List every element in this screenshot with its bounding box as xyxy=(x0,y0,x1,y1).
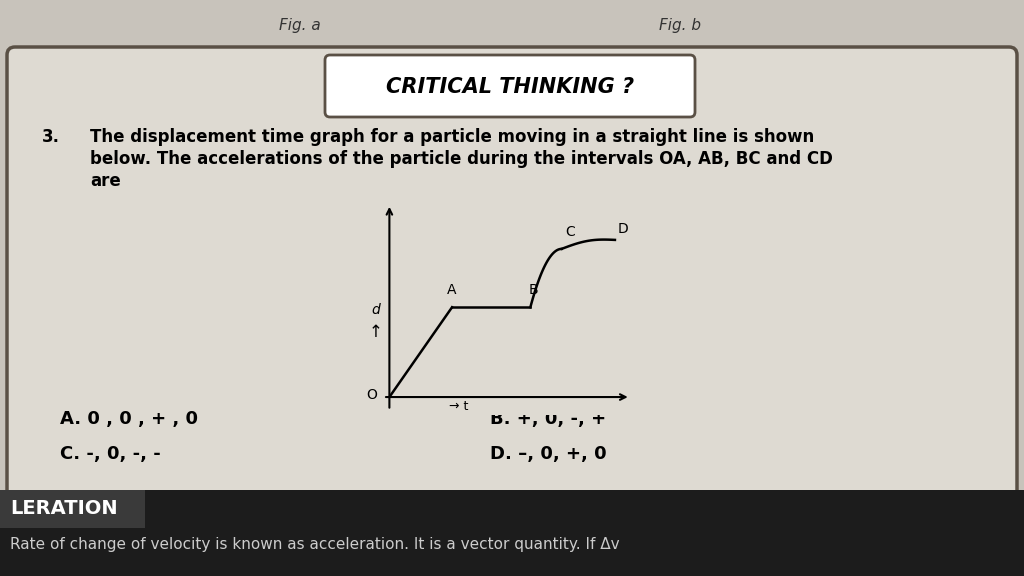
Text: LERATION: LERATION xyxy=(10,499,118,518)
Text: d: d xyxy=(371,303,380,317)
Text: → t: → t xyxy=(449,400,468,413)
Text: A. 0 , 0 , + , 0: A. 0 , 0 , + , 0 xyxy=(60,410,198,428)
Bar xyxy=(0,490,145,528)
FancyBboxPatch shape xyxy=(325,55,695,117)
FancyBboxPatch shape xyxy=(7,47,1017,523)
Text: ↑: ↑ xyxy=(369,323,382,342)
Text: below. The accelerations of the particle during the intervals OA, AB, BC and CD: below. The accelerations of the particle… xyxy=(90,150,833,168)
Text: The displacement time graph for a particle moving in a straight line is shown: The displacement time graph for a partic… xyxy=(90,128,814,146)
Text: B. +, 0, -, +: B. +, 0, -, + xyxy=(490,410,606,428)
Text: A: A xyxy=(447,283,457,297)
Text: 3.: 3. xyxy=(42,128,60,146)
Text: D. –, 0, +, 0: D. –, 0, +, 0 xyxy=(490,445,606,463)
Text: CRITICAL THINKING ?: CRITICAL THINKING ? xyxy=(386,77,634,97)
Text: C: C xyxy=(565,225,574,239)
Text: D: D xyxy=(618,222,629,236)
Text: Rate of change of velocity is known as acceleration. It is a vector quantity. If: Rate of change of velocity is known as a… xyxy=(10,537,620,552)
Text: C. -, 0, -, -: C. -, 0, -, - xyxy=(60,445,161,463)
Text: O: O xyxy=(367,388,378,402)
Text: B: B xyxy=(528,283,539,297)
Text: Fig. b: Fig. b xyxy=(659,18,701,33)
Bar xyxy=(0,490,1024,576)
Text: are: are xyxy=(90,172,121,190)
Text: Fig. a: Fig. a xyxy=(280,18,321,33)
